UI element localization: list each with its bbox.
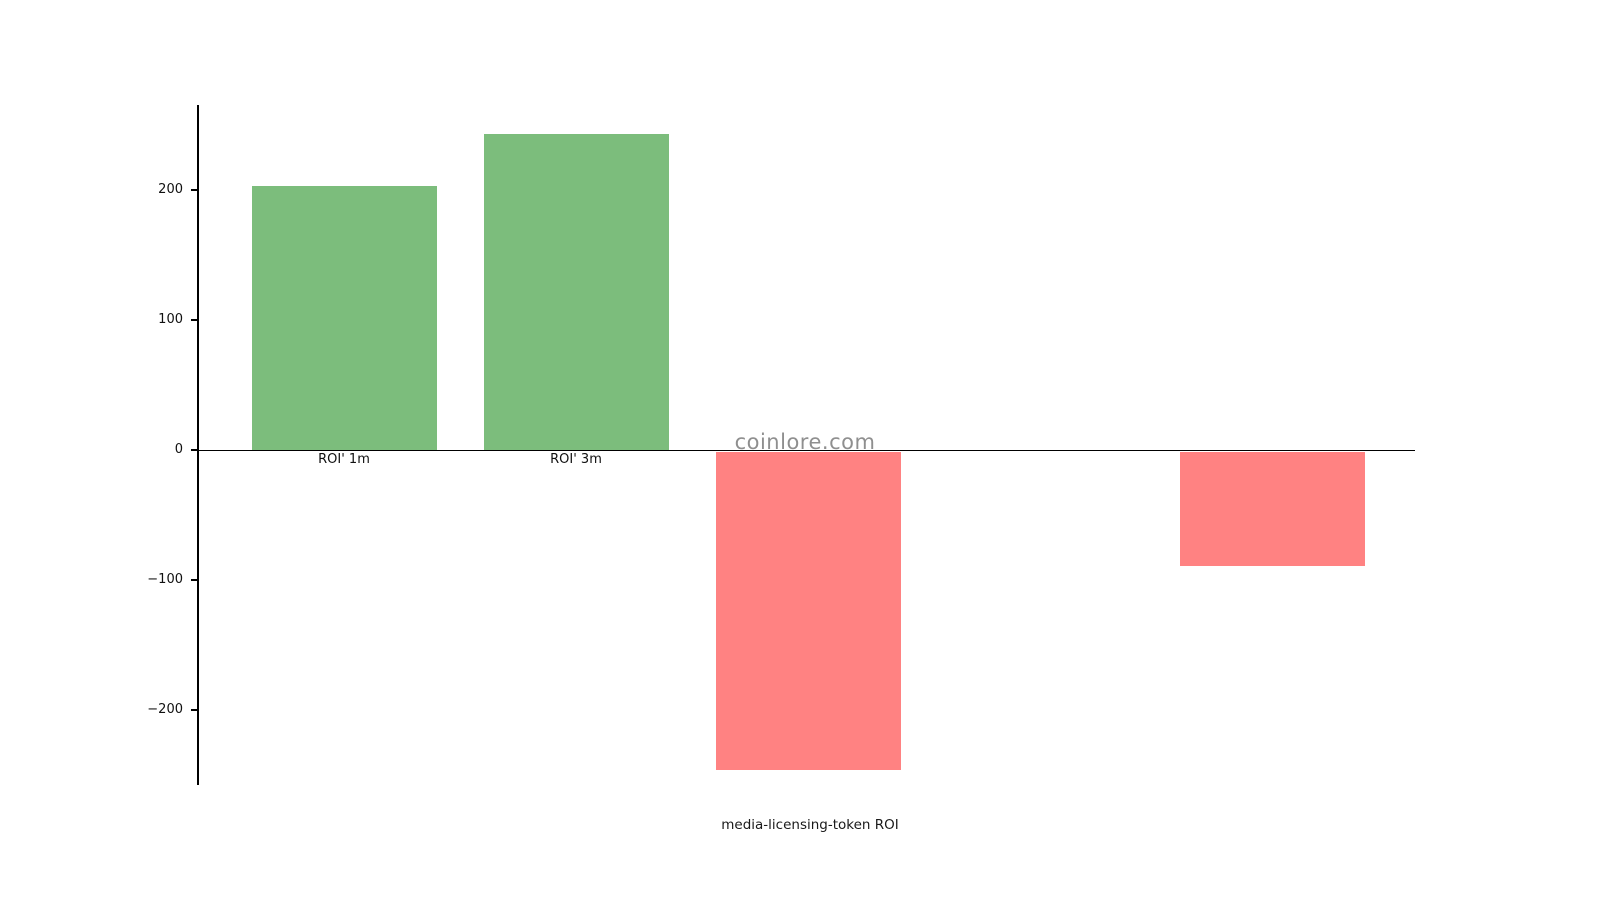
x-axis-spine xyxy=(197,449,1415,452)
y-tick-label: 200 xyxy=(158,182,183,197)
y-tick-label: −100 xyxy=(147,572,183,587)
y-tick-mark xyxy=(191,319,197,321)
x-tick-label: ROI' 3m xyxy=(550,452,602,467)
y-tick-mark xyxy=(191,449,197,451)
y-tick-mark xyxy=(191,189,197,191)
positive-roi-bar xyxy=(251,186,437,450)
positive-roi-bar xyxy=(483,134,669,450)
y-tick-label: 0 xyxy=(174,442,183,457)
negative-roi-bar xyxy=(1179,451,1365,566)
negative-roi-bar xyxy=(715,451,901,771)
y-axis-spine xyxy=(197,105,199,785)
x-tick-label: ROI' 1m xyxy=(318,452,370,467)
y-tick-mark xyxy=(191,709,197,711)
y-tick-label: −200 xyxy=(147,702,183,717)
y-tick-mark xyxy=(191,579,197,581)
watermark-text: coinlore.com xyxy=(734,430,876,454)
chart-title: media-licensing-token ROI xyxy=(721,817,899,833)
y-tick-label: 100 xyxy=(158,312,183,327)
